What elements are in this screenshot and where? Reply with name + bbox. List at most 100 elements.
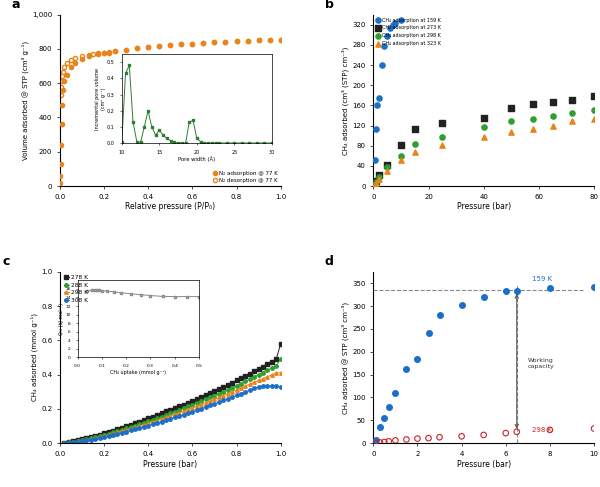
Point: [435, 433, 445, 441]
N₂ desorption @ 77 K: [67, 57, 74, 63]
298 K: [272, 370, 280, 376]
308 K: [242, 389, 249, 395]
N₂ desorption @ 77 K: [155, 43, 163, 49]
278 K: [163, 409, 170, 414]
N₂ adsorption @ 77 K: [112, 49, 119, 55]
Text: 159 K: 159 K: [532, 276, 553, 282]
308 K: [105, 433, 112, 439]
298 K: [251, 379, 258, 385]
N₂ desorption @ 77 K: [211, 39, 218, 45]
298 K: [193, 403, 200, 409]
CH₄ adsorption at 273 K: [548, 98, 557, 106]
CH₄ adsorption at 323 K: [567, 117, 577, 125]
N₂ desorption @ 77 K: [61, 64, 68, 70]
298 K: [176, 410, 183, 416]
Point: [375, 423, 385, 431]
278 K: [233, 377, 240, 383]
308 K: [272, 383, 280, 389]
288 K: [264, 367, 271, 373]
278 K: [176, 403, 183, 409]
288 K: [255, 372, 262, 378]
288 K: [167, 411, 174, 416]
288 K: [79, 437, 86, 443]
278 K: [154, 412, 161, 418]
CH₄ adsorption at 298 K: [374, 173, 383, 181]
308 K: [238, 391, 245, 396]
308 K: [136, 425, 143, 431]
CH₄ adsorption at 298 K: [589, 107, 599, 114]
278 K: [149, 413, 156, 419]
N₂ desorption @ 77 K: [79, 53, 86, 59]
Point: [371, 435, 380, 443]
288 K: [74, 438, 81, 444]
Point: [424, 330, 433, 337]
298 K: [114, 430, 121, 435]
308 K: [140, 424, 148, 430]
288 K: [202, 396, 209, 402]
308 K: [206, 403, 214, 409]
288 K: [149, 417, 156, 423]
N₂ adsorption @ 77 K: [63, 72, 70, 77]
CH₄ adsorption at 323 K: [506, 128, 516, 136]
298 K: [197, 401, 205, 407]
Point: [457, 432, 466, 440]
288 K: [272, 363, 280, 369]
278 K: [251, 369, 258, 375]
278 K: [114, 426, 121, 432]
288 K: [96, 433, 103, 439]
CH₄ adsorption at 323 K: [374, 175, 383, 183]
278 K: [70, 438, 77, 444]
X-axis label: Pressure (bar): Pressure (bar): [143, 460, 197, 468]
288 K: [87, 435, 94, 441]
278 K: [184, 400, 191, 406]
298 K: [255, 377, 262, 383]
X-axis label: Relative pressure (P/P₀): Relative pressure (P/P₀): [125, 203, 215, 211]
308 K: [264, 383, 271, 389]
N₂ adsorption @ 77 K: [79, 56, 86, 62]
Line: 278 K: 278 K: [62, 342, 283, 445]
CH₄ adsorption at 273 K: [374, 171, 383, 179]
N₂ desorption @ 77 K: [134, 45, 141, 51]
288 K: [215, 391, 223, 396]
298 K: [96, 434, 103, 440]
298 K: [233, 387, 240, 393]
278 K: [65, 439, 73, 445]
N₂ adsorption @ 77 K: [189, 41, 196, 47]
298 K: [140, 422, 148, 428]
278 K: [136, 419, 143, 425]
288 K: [118, 427, 125, 433]
278 K: [96, 432, 103, 438]
N₂ adsorption @ 77 K: [122, 47, 130, 53]
N₂ desorption @ 77 K: [178, 41, 185, 47]
278 K: [109, 428, 116, 433]
298 K: [74, 438, 81, 444]
N₂ adsorption @ 77 K: [72, 60, 79, 66]
298 K: [229, 389, 236, 394]
278 K: [145, 415, 152, 421]
308 K: [176, 413, 183, 419]
308 K: [184, 410, 191, 416]
298 K: [189, 405, 196, 411]
308 K: [122, 429, 130, 434]
308 K: [255, 384, 262, 390]
278 K: [92, 433, 99, 439]
N₂ desorption @ 77 K: [105, 49, 112, 55]
298 K: [87, 436, 94, 442]
298 K: [264, 374, 271, 379]
N₂ adsorption @ 77 K: [105, 50, 112, 56]
CH₄ adsorption at 323 K: [437, 141, 447, 149]
308 K: [118, 430, 125, 436]
298 K: [242, 383, 249, 389]
288 K: [131, 423, 139, 429]
308 K: [202, 404, 209, 410]
Point: [589, 425, 599, 432]
CH₄ adsorption at 298 K: [548, 112, 557, 120]
Text: a: a: [11, 0, 20, 11]
CH₄ adsorption at 298 K: [479, 123, 488, 131]
288 K: [61, 440, 68, 446]
CH₄ adsorption at 298 K: [410, 140, 419, 148]
288 K: [251, 374, 258, 380]
Point: [479, 293, 488, 301]
278 K: [277, 341, 284, 347]
308 K: [74, 439, 81, 445]
